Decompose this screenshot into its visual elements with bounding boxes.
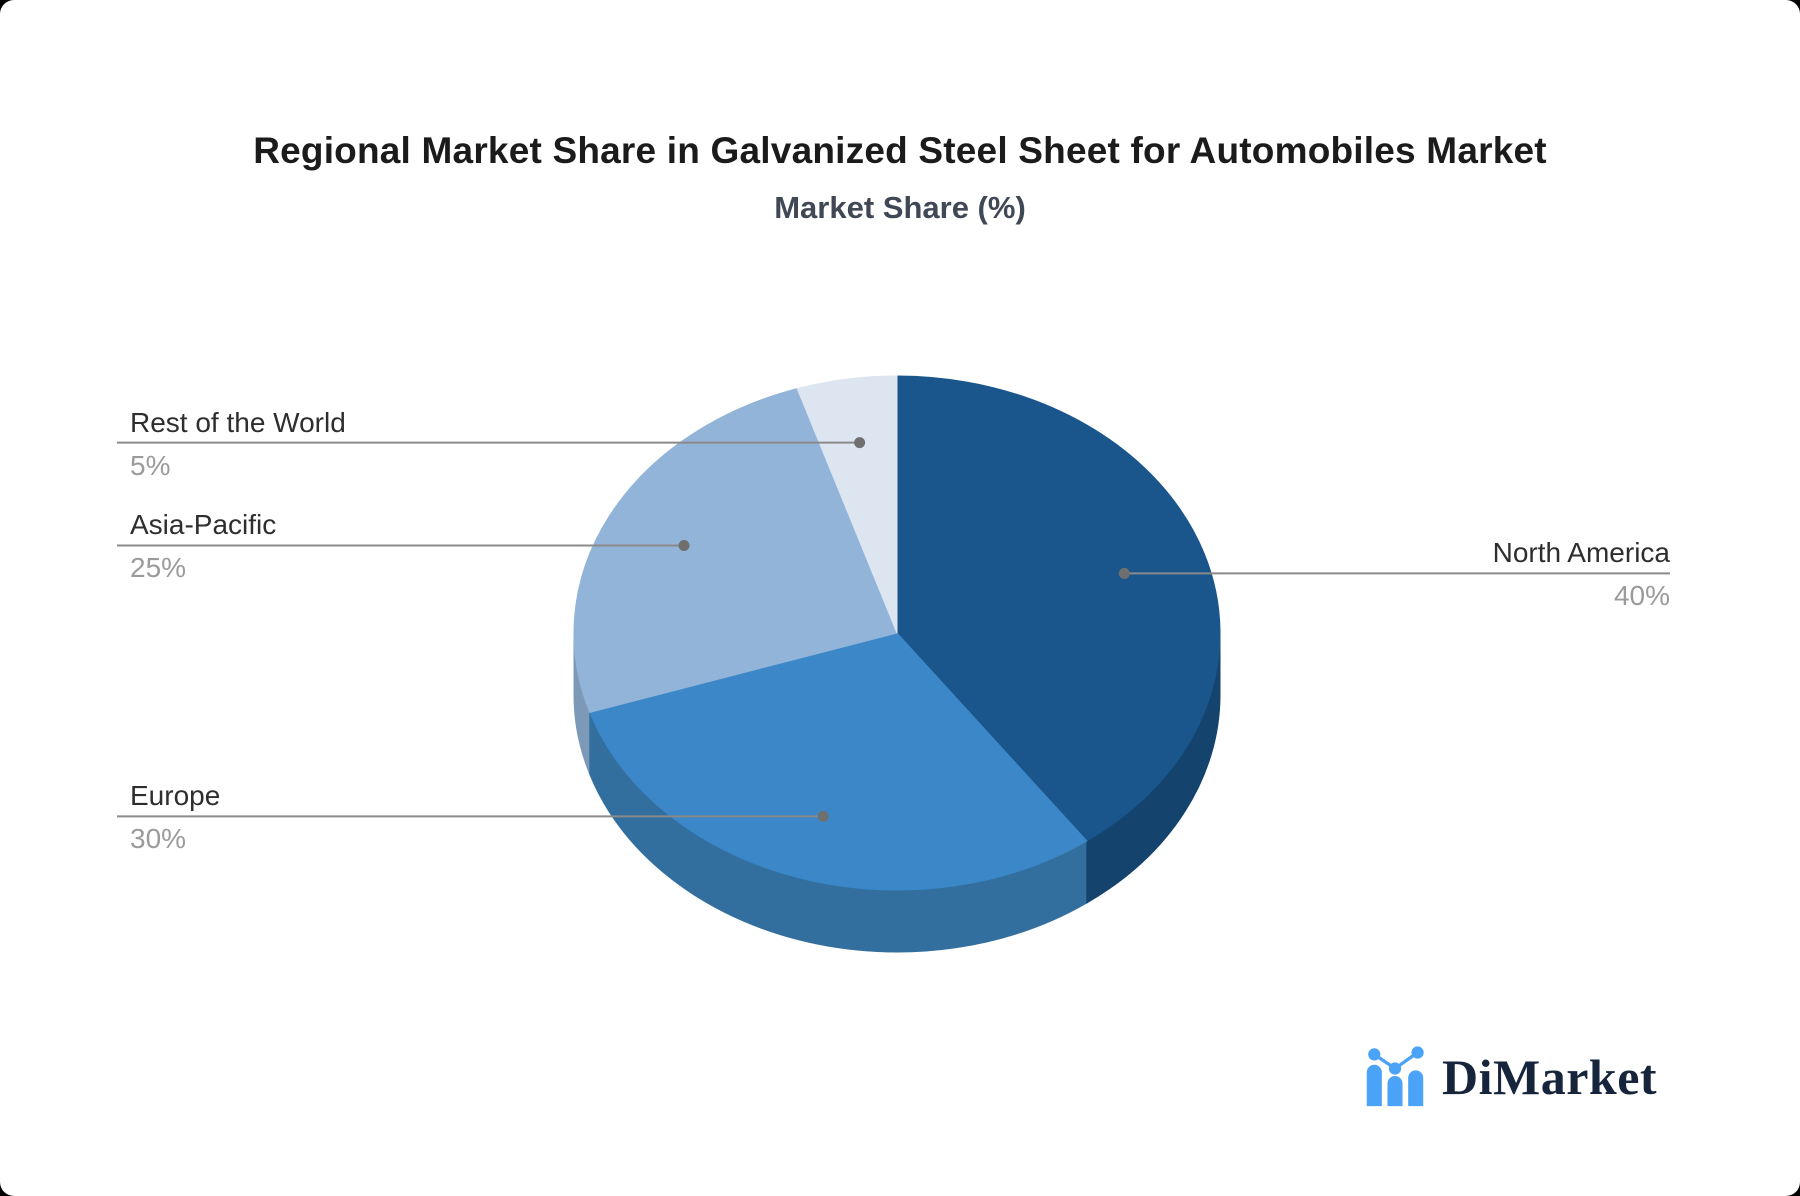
bar-line-chart-icon [1366,1046,1424,1107]
pie-slice-europe[interactable] [589,632,1088,891]
chart-subtitle: Market Share (%) [774,190,1026,225]
pie-slice-rest-of-the-world[interactable] [796,375,898,634]
brand-logo: DiMarket [1363,1040,1657,1114]
brand-name: DiMarket [1442,1049,1658,1105]
leader-dot-europe [817,810,829,822]
chart-title: Regional Market Share in Galvanized Stee… [253,130,1547,171]
leader-dot-asia-pacific [678,539,690,551]
pie-slice-asia-pacific[interactable] [573,387,898,714]
pie-slice-north-america[interactable] [896,375,1221,842]
leader-dot-rest-of-the-world [854,437,866,449]
leader-dot-north-america [1118,567,1130,579]
